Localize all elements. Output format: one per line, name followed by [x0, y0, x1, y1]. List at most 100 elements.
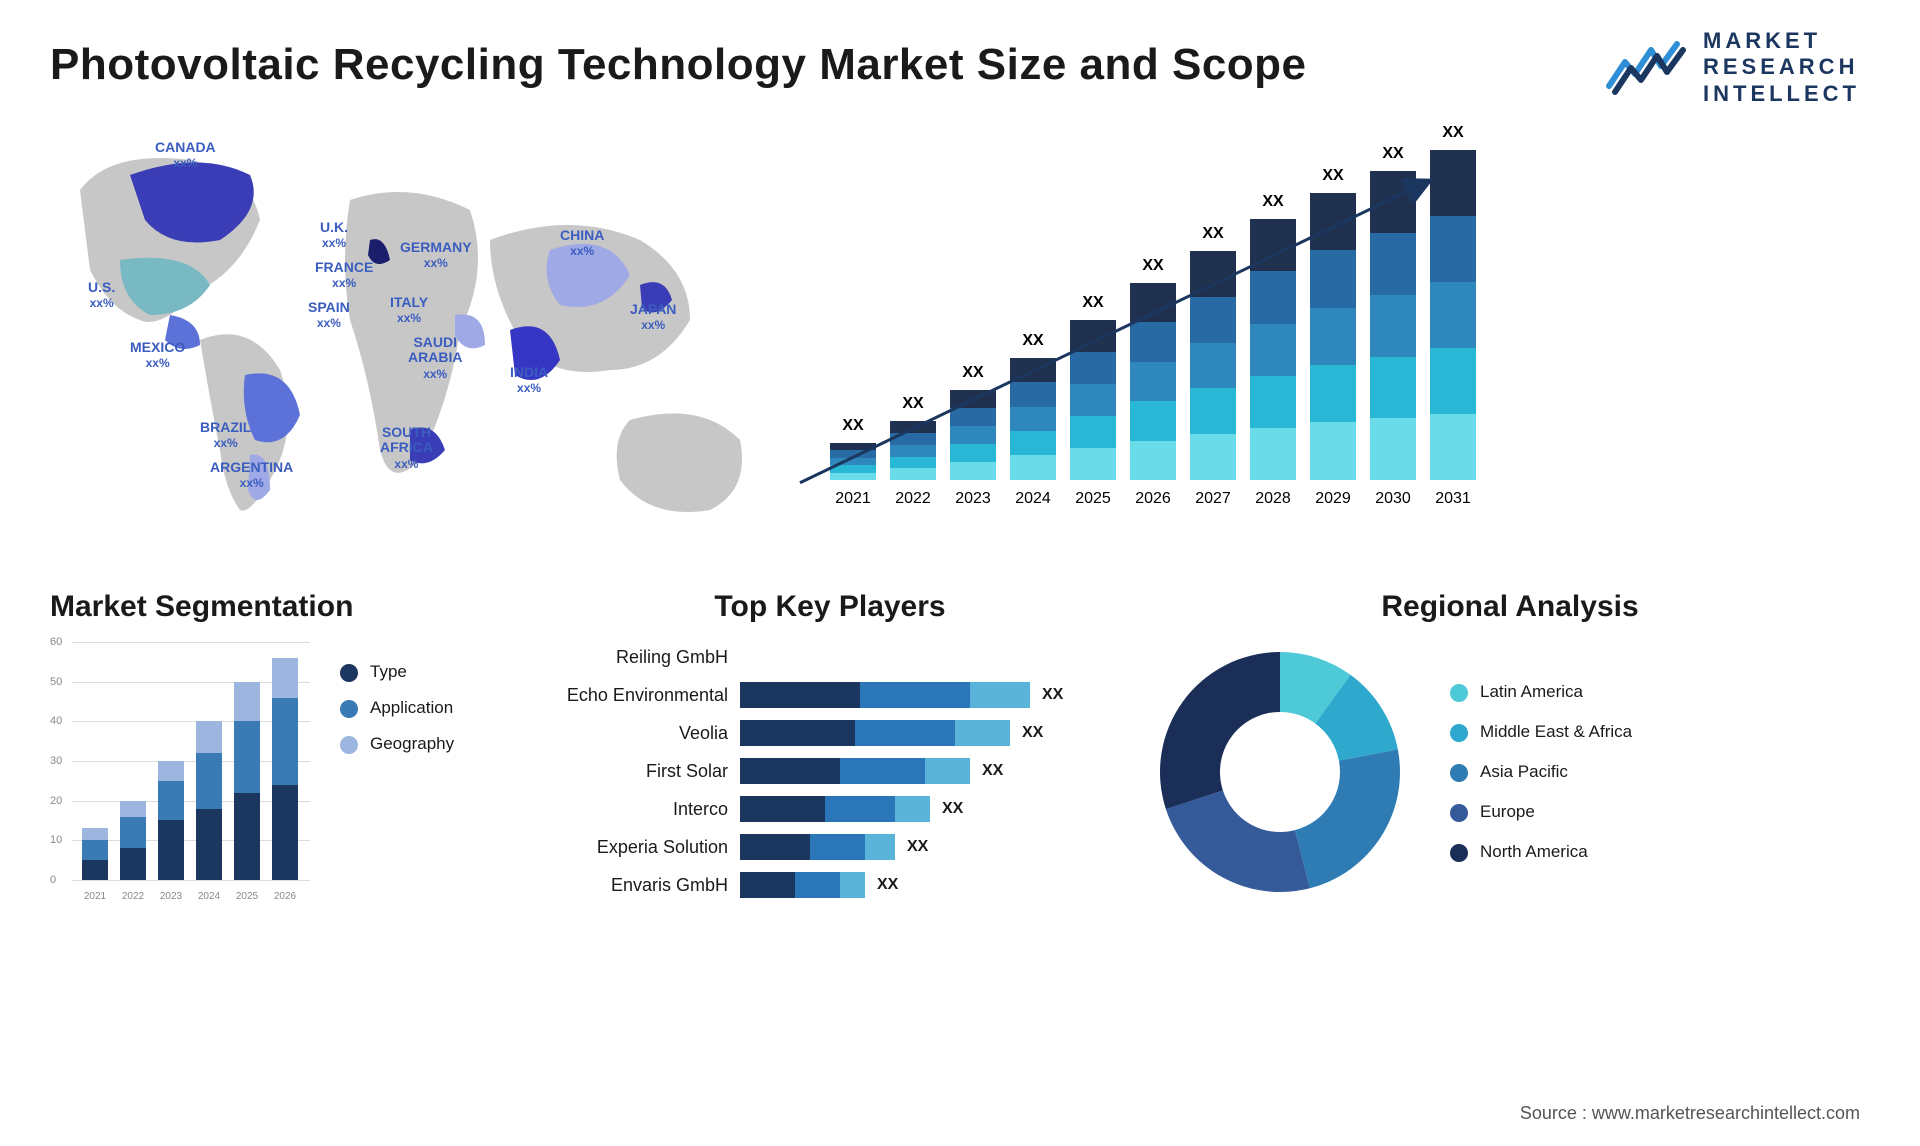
seg-bar-segment [196, 721, 222, 753]
bar-column [1010, 358, 1056, 480]
bar-value-label: XX [1430, 124, 1476, 142]
logo-line3: INTELLECT [1703, 81, 1860, 107]
bar-column [830, 443, 876, 480]
bar-segment [1070, 320, 1116, 352]
map-country-label: FRANCExx% [315, 260, 373, 291]
bar-segment [890, 445, 936, 457]
seg-bar-segment [272, 658, 298, 698]
bar-year-label: 2028 [1250, 490, 1296, 508]
seg-bar-segment [158, 761, 184, 781]
player-bar-segment [855, 720, 955, 746]
player-value: XX [982, 762, 1003, 780]
seg-xlabel: 2026 [272, 891, 298, 902]
bar-segment [1130, 401, 1176, 440]
bar-segment [950, 444, 996, 462]
seg-bar-segment [158, 820, 184, 880]
bar-year-label: 2026 [1130, 490, 1176, 508]
player-bar-segment [955, 720, 1010, 746]
player-bar [740, 796, 930, 822]
seg-bar-segment [272, 698, 298, 785]
player-bar-segment [840, 758, 925, 784]
bar-year-label: 2024 [1010, 490, 1056, 508]
region-legend-item: Middle East & Africa [1450, 722, 1632, 742]
bar-segment [1250, 271, 1296, 323]
bar-segment [1370, 233, 1416, 295]
bar-column [1430, 150, 1476, 480]
bar-segment [830, 458, 876, 465]
bar-segment [1250, 324, 1296, 376]
player-bar-segment [740, 720, 855, 746]
player-bar [740, 834, 895, 860]
bar-year-label: 2021 [830, 490, 876, 508]
player-name: Echo Environmental [550, 685, 740, 706]
bar-segment [1190, 297, 1236, 343]
donut-slice [1166, 791, 1310, 892]
seg-bar-segment [120, 817, 146, 849]
map-country-label: SPAINxx% [308, 300, 350, 331]
bar-segment [1010, 407, 1056, 431]
regional-title: Regional Analysis [1150, 590, 1870, 624]
player-row: Echo Environmental XX [550, 680, 1110, 710]
bar-segment [1070, 448, 1116, 480]
seg-ytick: 50 [50, 676, 62, 688]
bar-segment [1070, 384, 1116, 416]
bar-value-label: XX [1190, 225, 1236, 243]
key-players-panel: Top Key Players Reiling GmbHEcho Environ… [550, 590, 1110, 908]
player-value: XX [907, 838, 928, 856]
bar-segment [1310, 365, 1356, 422]
player-bar-segment [740, 682, 860, 708]
player-bar-segment [740, 834, 810, 860]
bar-segment [1430, 414, 1476, 480]
map-country-label: ARGENTINAxx% [210, 460, 293, 491]
player-bar [740, 758, 970, 784]
seg-bar-column [196, 721, 222, 880]
player-row: Envaris GmbHXX [550, 870, 1110, 900]
seg-bar-segment [234, 682, 260, 722]
seg-bar-column [272, 658, 298, 880]
player-name: Interco [550, 799, 740, 820]
bar-segment [1430, 216, 1476, 282]
bar-segment [950, 462, 996, 480]
seg-bar-segment [196, 753, 222, 809]
bar-segment [1430, 348, 1476, 414]
bar-column [1250, 219, 1296, 480]
seg-xlabel: 2022 [120, 891, 146, 902]
donut-slice [1295, 750, 1400, 889]
bar-column [1370, 171, 1416, 480]
bar-value-label: XX [1130, 257, 1176, 275]
logo-line2: RESEARCH [1703, 54, 1860, 80]
bar-year-label: 2029 [1310, 490, 1356, 508]
page-title: Photovoltaic Recycling Technology Market… [50, 40, 1870, 90]
map-country-label: CANADAxx% [155, 140, 216, 171]
bar-segment [950, 426, 996, 444]
seg-gridline [72, 880, 310, 881]
player-name: First Solar [550, 761, 740, 782]
bar-value-label: XX [950, 364, 996, 382]
player-value: XX [1042, 686, 1063, 704]
bar-segment [890, 421, 936, 433]
bar-segment [1010, 431, 1056, 455]
segmentation-chart: 0102030405060202120222023202420252026 [50, 642, 310, 902]
bar-column [890, 421, 936, 480]
bar-segment [1370, 357, 1416, 419]
bar-column [1190, 251, 1236, 480]
bar-segment [1070, 416, 1116, 448]
map-country-label: MEXICOxx% [130, 340, 185, 371]
player-bar-segment [860, 682, 970, 708]
bar-column [1310, 193, 1356, 480]
seg-ytick: 60 [50, 636, 62, 648]
bar-value-label: XX [1250, 193, 1296, 211]
player-bar [740, 720, 1010, 746]
player-bar-segment [825, 796, 895, 822]
map-country-label: CHINAxx% [560, 228, 604, 259]
bar-segment [950, 390, 996, 408]
bar-column [1130, 283, 1176, 480]
bar-segment [1370, 418, 1416, 480]
bar-segment [890, 457, 936, 469]
seg-ytick: 20 [50, 795, 62, 807]
logo-mark-icon [1605, 40, 1689, 96]
seg-ytick: 40 [50, 715, 62, 727]
seg-bar-segment [82, 840, 108, 860]
seg-gridline [72, 642, 310, 643]
bar-segment [830, 465, 876, 472]
